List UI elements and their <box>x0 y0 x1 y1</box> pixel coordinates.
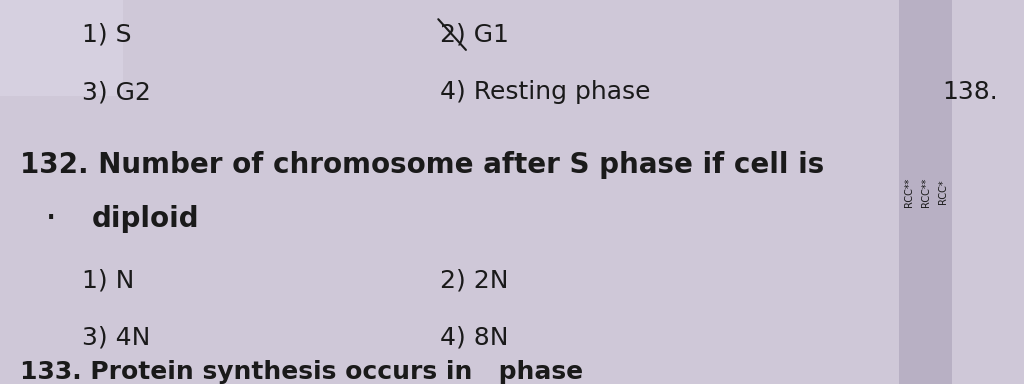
Text: 1) N: 1) N <box>82 268 134 292</box>
Text: 2) G1: 2) G1 <box>440 23 509 46</box>
Text: 4) Resting phase: 4) Resting phase <box>440 80 651 104</box>
FancyBboxPatch shape <box>899 0 952 384</box>
Text: 132. Number of chromosome after S phase if cell is: 132. Number of chromosome after S phase … <box>20 151 824 179</box>
FancyBboxPatch shape <box>0 0 123 96</box>
Text: ·: · <box>45 200 57 238</box>
Text: 133. Protein synthesis occurs in   phase: 133. Protein synthesis occurs in phase <box>20 360 584 384</box>
Text: 4) 8N: 4) 8N <box>440 326 509 350</box>
Text: RCC**: RCC** <box>903 177 913 207</box>
Text: 2) 2N: 2) 2N <box>440 268 509 292</box>
Text: 1) S: 1) S <box>82 23 131 46</box>
Text: 3) G2: 3) G2 <box>82 80 151 104</box>
Text: 138.: 138. <box>943 80 998 104</box>
Text: RCC*: RCC* <box>938 180 948 204</box>
Text: diploid: diploid <box>92 205 200 233</box>
Text: 3) 4N: 3) 4N <box>82 326 151 350</box>
Text: RCC**: RCC** <box>921 177 931 207</box>
